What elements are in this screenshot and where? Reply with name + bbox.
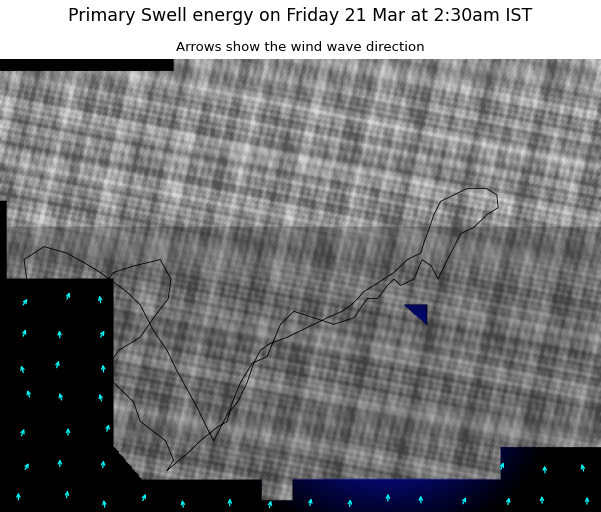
Text: Arrows show the wind wave direction: Arrows show the wind wave direction xyxy=(176,40,425,54)
Text: Primary Swell energy on Friday 21 Mar at 2:30am IST: Primary Swell energy on Friday 21 Mar at… xyxy=(69,8,532,26)
